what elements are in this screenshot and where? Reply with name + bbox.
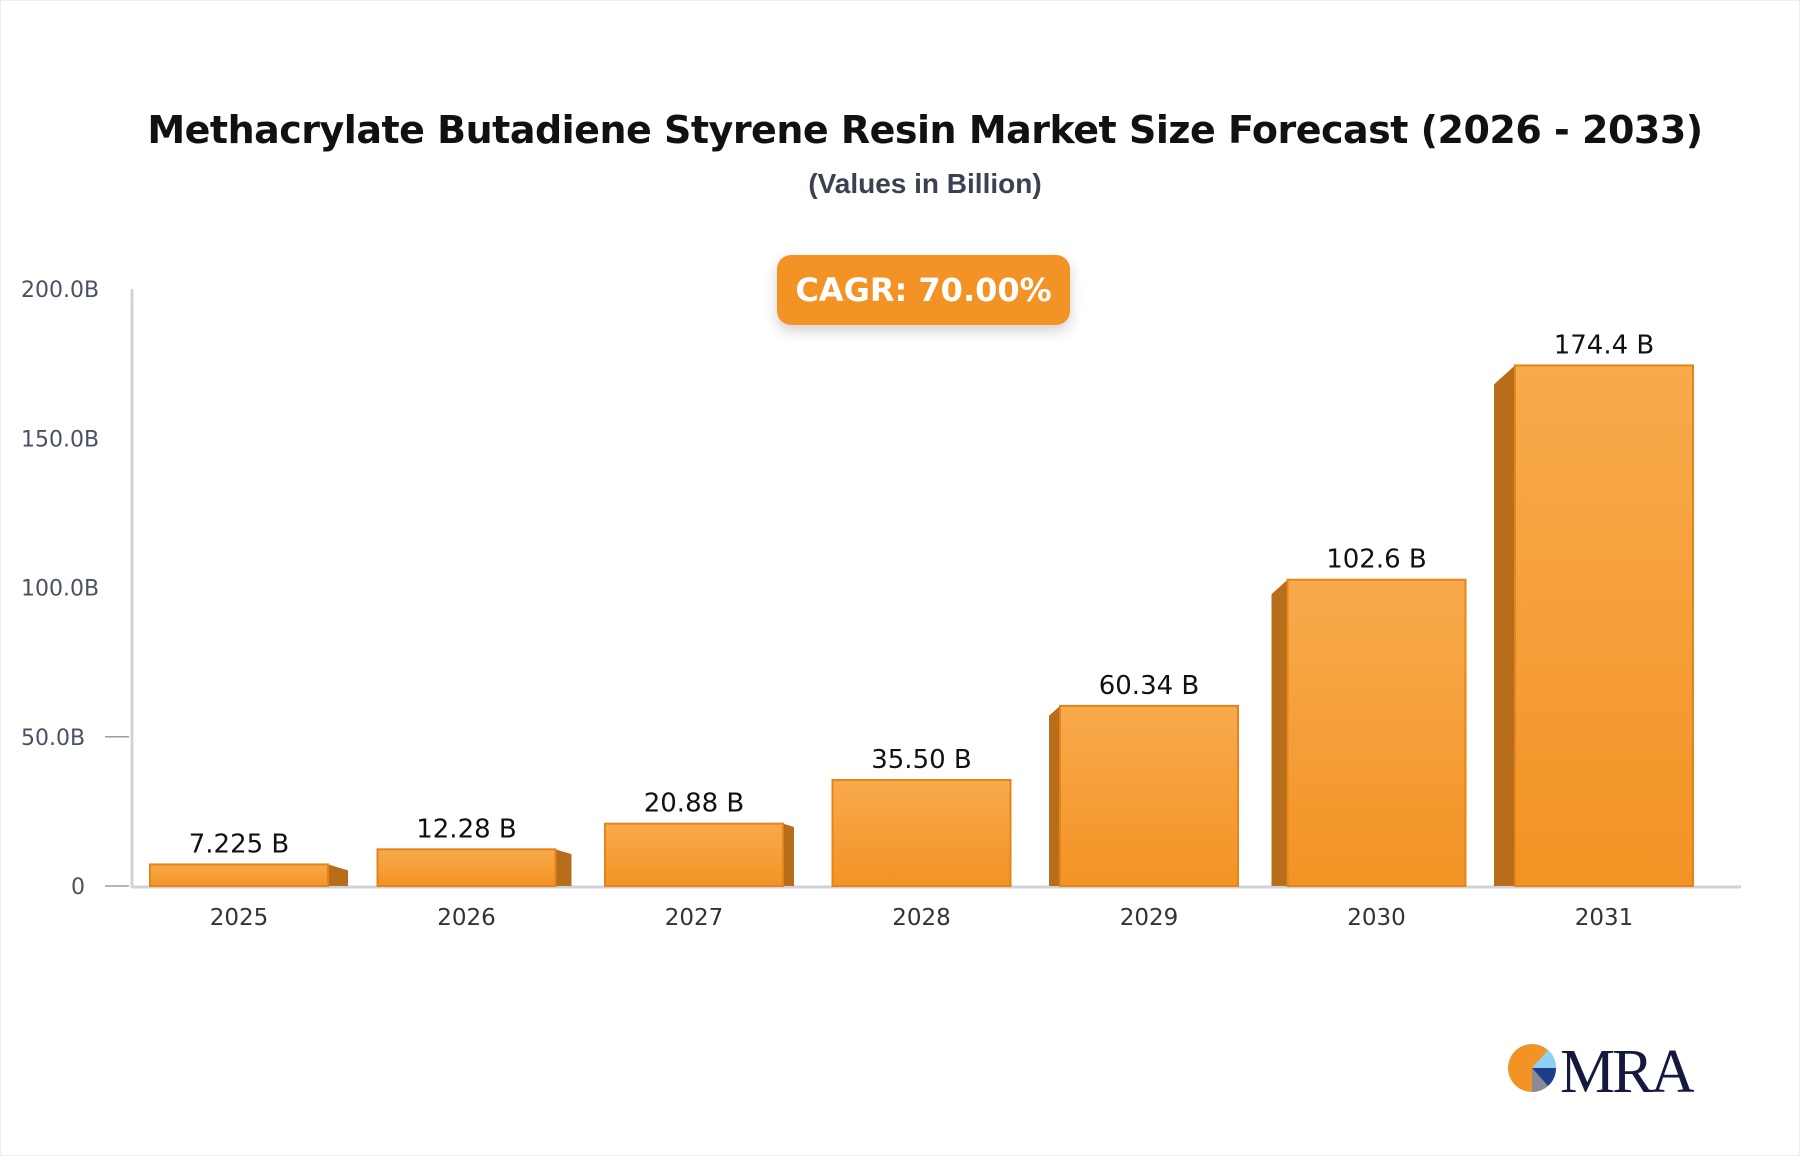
cagr-badge: CAGR: 70.00% — [777, 255, 1070, 325]
x-tick-label-2025: 2025 — [210, 905, 269, 931]
value-label-2028: 35.50 B — [871, 745, 972, 775]
bar-2030 — [1286, 578, 1467, 887]
y-tick-label: 100.0B — [21, 577, 99, 602]
x-tick-label-2029: 2029 — [1120, 905, 1179, 931]
bar-side-2027 — [783, 823, 794, 886]
value-label-2027: 20.88 B — [644, 789, 745, 819]
chart-subtitle: (Values in Billion) — [808, 168, 1042, 199]
bar-2027 — [604, 822, 784, 888]
value-label-2030: 102.6 B — [1326, 545, 1427, 575]
y-tick-label: 50.0B — [21, 726, 85, 751]
bar-2029 — [1059, 704, 1239, 887]
bar-2025 — [149, 863, 329, 887]
value-label-2025: 7.225 B — [189, 829, 290, 859]
mra-logo: MRA — [1508, 1038, 1694, 1100]
y-tick-label: 200.0B — [21, 278, 99, 303]
y-tick-label: 150.0B — [21, 427, 99, 452]
value-label-2026: 12.28 B — [416, 814, 517, 844]
x-tick-label-2030: 2030 — [1347, 905, 1406, 931]
chart-title: Methacrylate Butadiene Styrene Resin Mar… — [147, 108, 1703, 152]
bar-2028 — [831, 779, 1012, 887]
bar-2026 — [376, 848, 557, 887]
value-label-2031: 174.4 B — [1554, 330, 1655, 360]
bar-side-2029 — [1049, 705, 1060, 886]
x-tick-label-2028: 2028 — [892, 905, 951, 931]
x-tick-label-2026: 2026 — [437, 905, 496, 931]
bar-side-2030 — [1271, 579, 1288, 886]
svg-text:MRA: MRA — [1560, 1038, 1694, 1100]
bar-side-2026 — [555, 849, 572, 886]
y-tick-label: 0 — [71, 875, 85, 900]
bar-2031 — [1514, 364, 1694, 887]
bar-side-2025 — [328, 864, 348, 886]
bar-side-2031 — [1494, 365, 1515, 886]
x-tick-label-2027: 2027 — [665, 905, 724, 931]
value-label-2029: 60.34 B — [1099, 671, 1200, 701]
x-tick-label-2031: 2031 — [1575, 905, 1634, 931]
